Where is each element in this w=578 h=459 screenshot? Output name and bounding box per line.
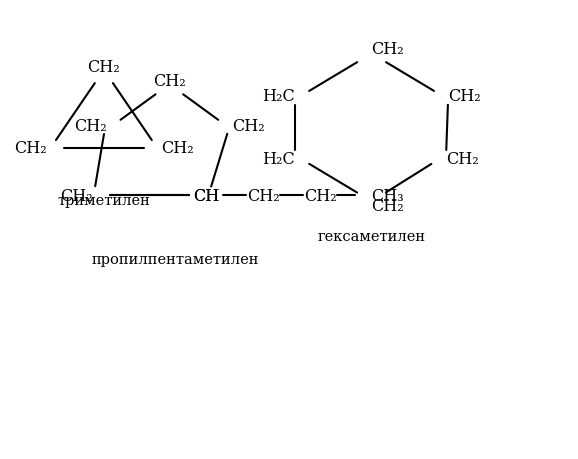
Text: CH₂: CH₂ — [161, 140, 194, 157]
Text: CH₂: CH₂ — [232, 118, 265, 134]
Text: CH₂: CH₂ — [60, 187, 92, 204]
Text: CH₂: CH₂ — [247, 187, 280, 204]
Text: CH: CH — [193, 187, 220, 204]
Text: CH₂: CH₂ — [87, 59, 120, 76]
Text: CH₂: CH₂ — [153, 73, 186, 90]
Text: H₂C: H₂C — [262, 88, 295, 105]
Text: гексаметилен: гексаметилен — [317, 230, 425, 243]
Text: CH₂: CH₂ — [372, 198, 405, 215]
Text: CH₂: CH₂ — [446, 151, 479, 168]
Text: триметилен: триметилен — [57, 193, 150, 207]
Text: CH: CH — [193, 187, 220, 204]
Text: CH₂: CH₂ — [449, 88, 481, 105]
Text: пропилпентаметилен: пропилпентаметилен — [91, 252, 259, 266]
Text: CH₂: CH₂ — [304, 187, 337, 204]
Text: H₂C: H₂C — [262, 151, 295, 168]
Text: CH₂: CH₂ — [14, 140, 47, 157]
Text: CH₃: CH₃ — [372, 187, 405, 204]
Text: CH₂: CH₂ — [372, 41, 405, 58]
Text: CH₂: CH₂ — [74, 118, 107, 134]
